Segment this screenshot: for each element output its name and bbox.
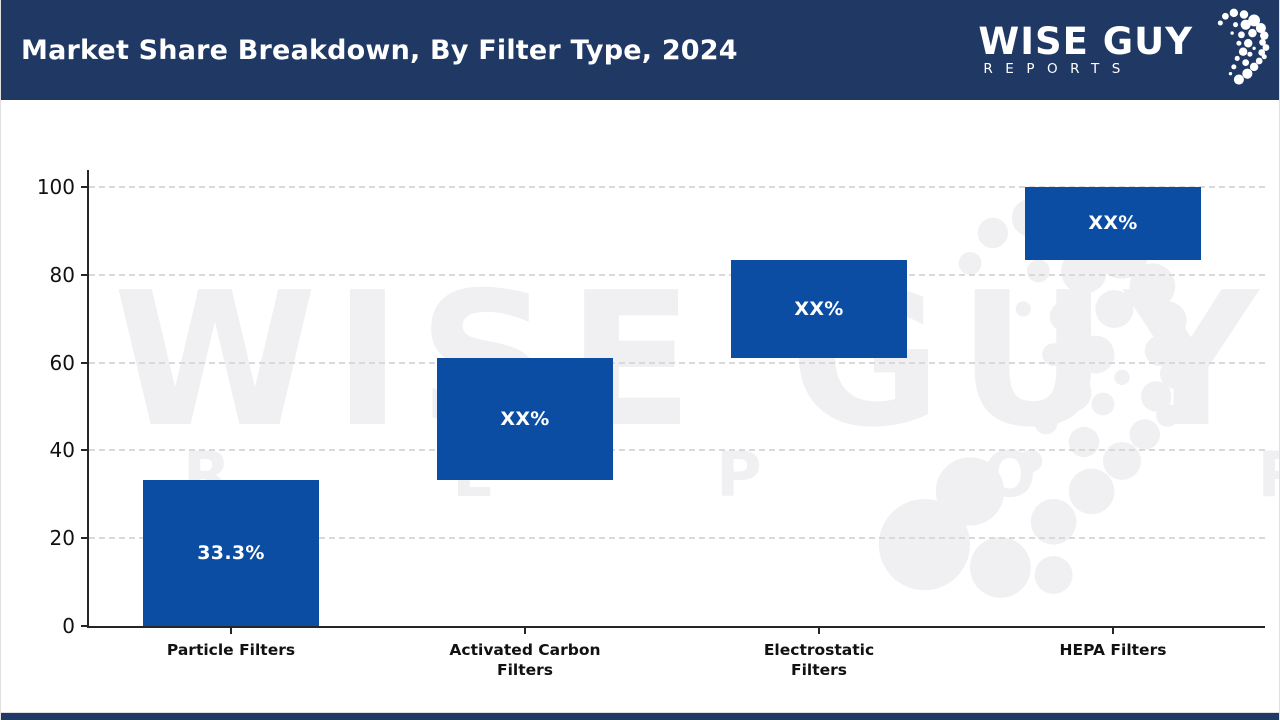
bar-activated-carbon-filters: XX% — [437, 358, 613, 480]
y-tick-mark-60 — [81, 361, 89, 364]
footer-bar — [1, 713, 1279, 720]
y-tick-label-100: 100 — [36, 175, 75, 199]
page-title: Market Share Breakdown, By Filter Type, … — [21, 34, 738, 66]
brand-logo-wiseguy: WISE GUY — [978, 19, 1193, 63]
gridline-40 — [89, 449, 1265, 452]
x-tick-mark-activated-carbon-filters — [524, 628, 526, 634]
bar-hepa-filters: XX% — [1025, 187, 1201, 260]
y-tick-label-0: 0 — [62, 614, 75, 638]
bar-particle-filters: 33.3% — [143, 479, 319, 626]
y-axis-line — [87, 170, 89, 628]
watermark-text-wiseguy: WISE GUY — [113, 252, 1274, 468]
y-tick-label-20: 20 — [49, 526, 75, 551]
y-tick-mark-20 — [81, 537, 89, 540]
y-tick-label-40: 40 — [49, 438, 75, 463]
bar-electrostatic-filters: XX% — [731, 259, 907, 359]
x-category-label-electrostatic-filters: Electrostatic Filters — [763, 641, 875, 680]
brand-logo-reports: REPORTS — [983, 61, 1133, 78]
y-tick-label-60: 60 — [49, 350, 75, 375]
gridline-80 — [89, 273, 1265, 276]
y-tick-mark-100 — [81, 186, 89, 188]
x-category-label-particle-filters: Particle Filters — [166, 641, 296, 659]
y-tick-mark-80 — [81, 273, 89, 276]
x-tick-mark-hepa-filters — [1112, 628, 1114, 634]
x-axis-line — [87, 626, 1265, 628]
bottom-border-line — [1, 712, 1279, 713]
x-category-label-activated-carbon-filters: Activated Carbon Filters — [449, 641, 601, 680]
y-tick-label-80: 80 — [49, 262, 75, 287]
bar-value-label-activated-carbon-filters: XX% — [500, 408, 550, 430]
y-tick-mark-40 — [81, 449, 89, 452]
brand-logo-text: WISE GUY REPORTS — [978, 19, 1193, 78]
brand-logo-head-icon — [1217, 8, 1270, 85]
brand-logo: WISE GUY REPORTS — [978, 5, 1271, 95]
x-tick-mark-particle-filters — [230, 628, 232, 634]
x-tick-mark-electrostatic-filters — [818, 628, 820, 634]
gridline-20 — [89, 537, 1265, 540]
header-bar: Market Share Breakdown, By Filter Type, … — [1, 0, 1279, 100]
bar-value-label-hepa-filters: XX% — [1088, 212, 1138, 235]
gridline-100 — [89, 186, 1265, 188]
x-category-label-hepa-filters: HEPA Filters — [1059, 641, 1167, 659]
y-tick-mark-0 — [81, 625, 89, 627]
bar-value-label-particle-filters: 33.3% — [197, 541, 265, 564]
bar-value-label-electrostatic-filters: XX% — [794, 298, 844, 321]
gridline-60 — [89, 361, 1265, 364]
